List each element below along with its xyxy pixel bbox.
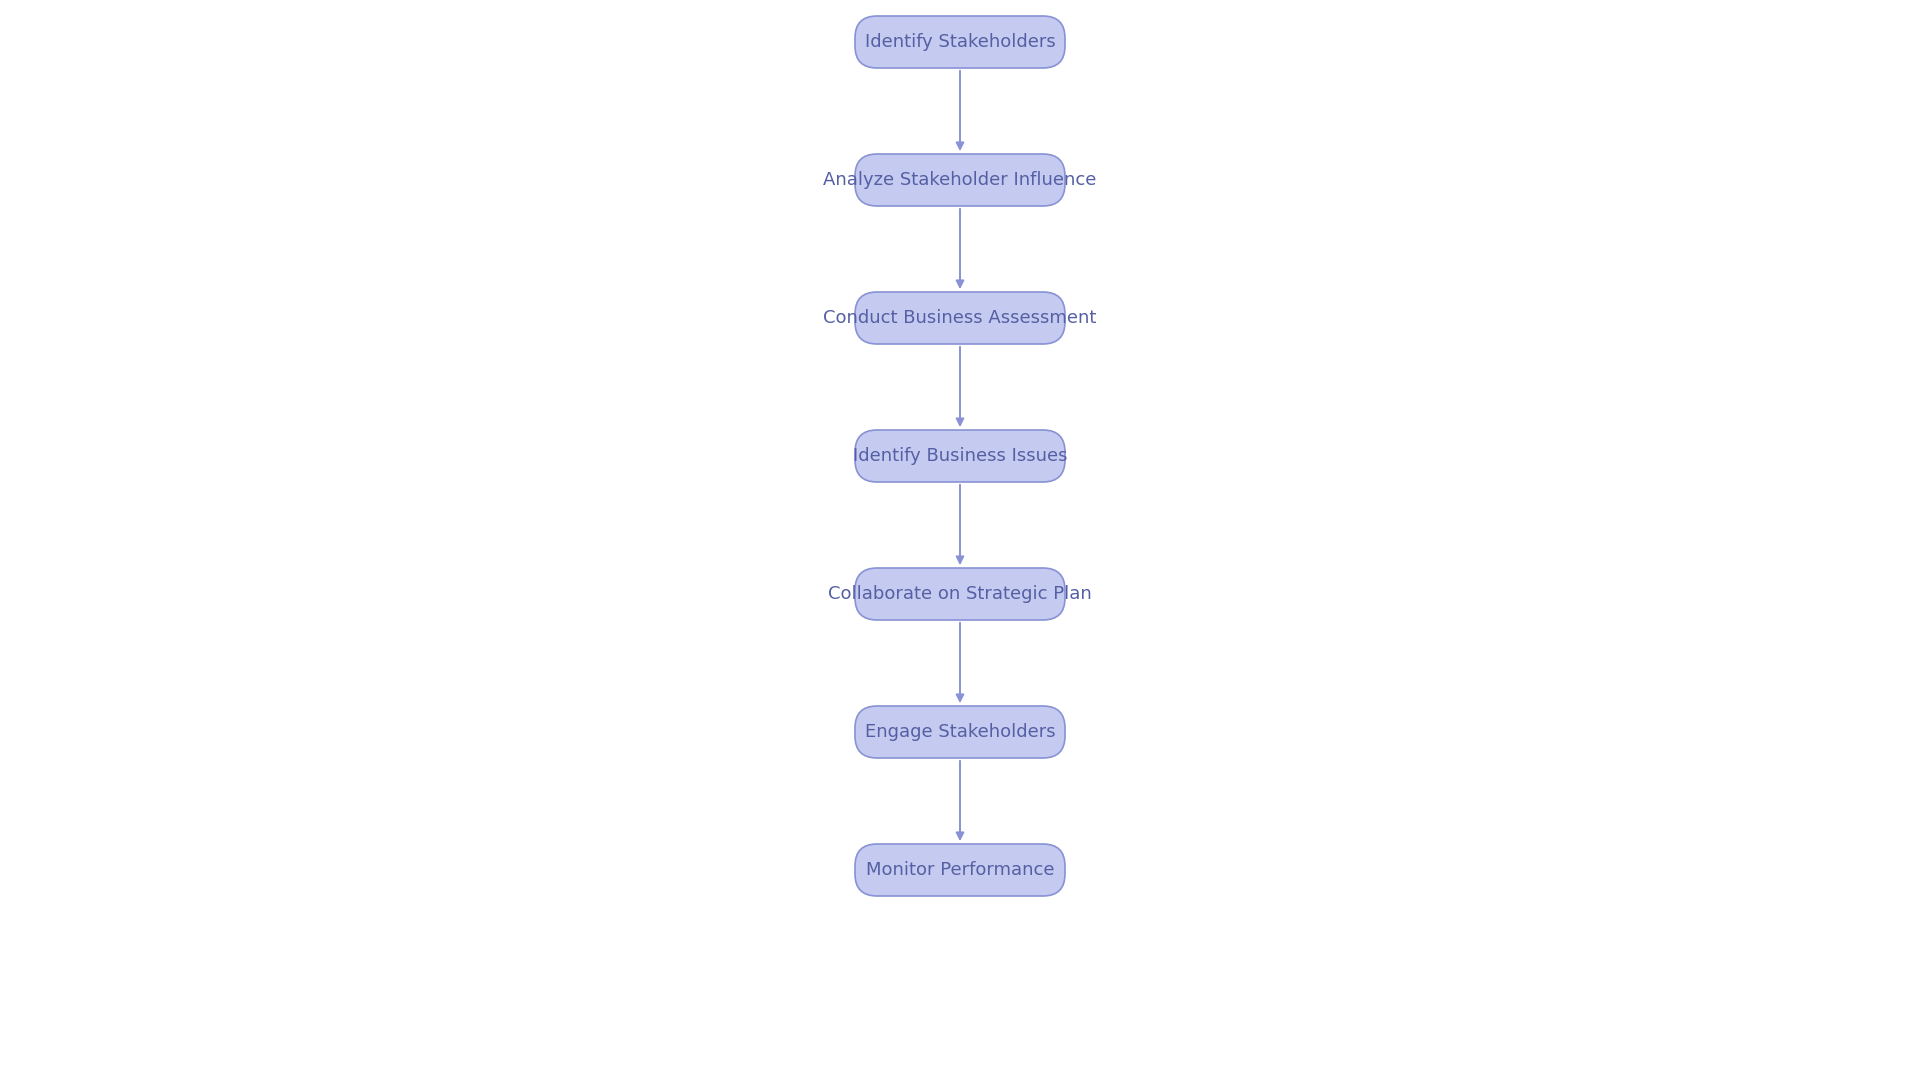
FancyBboxPatch shape bbox=[854, 292, 1066, 344]
Text: Identify Business Issues: Identify Business Issues bbox=[852, 447, 1068, 465]
FancyBboxPatch shape bbox=[854, 154, 1066, 206]
Text: Conduct Business Assessment: Conduct Business Assessment bbox=[824, 309, 1096, 327]
Text: Identify Stakeholders: Identify Stakeholders bbox=[864, 32, 1056, 51]
FancyBboxPatch shape bbox=[854, 430, 1066, 482]
Text: Monitor Performance: Monitor Performance bbox=[866, 861, 1054, 879]
Text: Analyze Stakeholder Influence: Analyze Stakeholder Influence bbox=[824, 171, 1096, 190]
FancyBboxPatch shape bbox=[854, 844, 1066, 896]
Text: Engage Stakeholders: Engage Stakeholders bbox=[864, 723, 1056, 741]
FancyBboxPatch shape bbox=[854, 706, 1066, 758]
Text: Collaborate on Strategic Plan: Collaborate on Strategic Plan bbox=[828, 585, 1092, 603]
FancyBboxPatch shape bbox=[854, 567, 1066, 619]
FancyBboxPatch shape bbox=[854, 16, 1066, 68]
